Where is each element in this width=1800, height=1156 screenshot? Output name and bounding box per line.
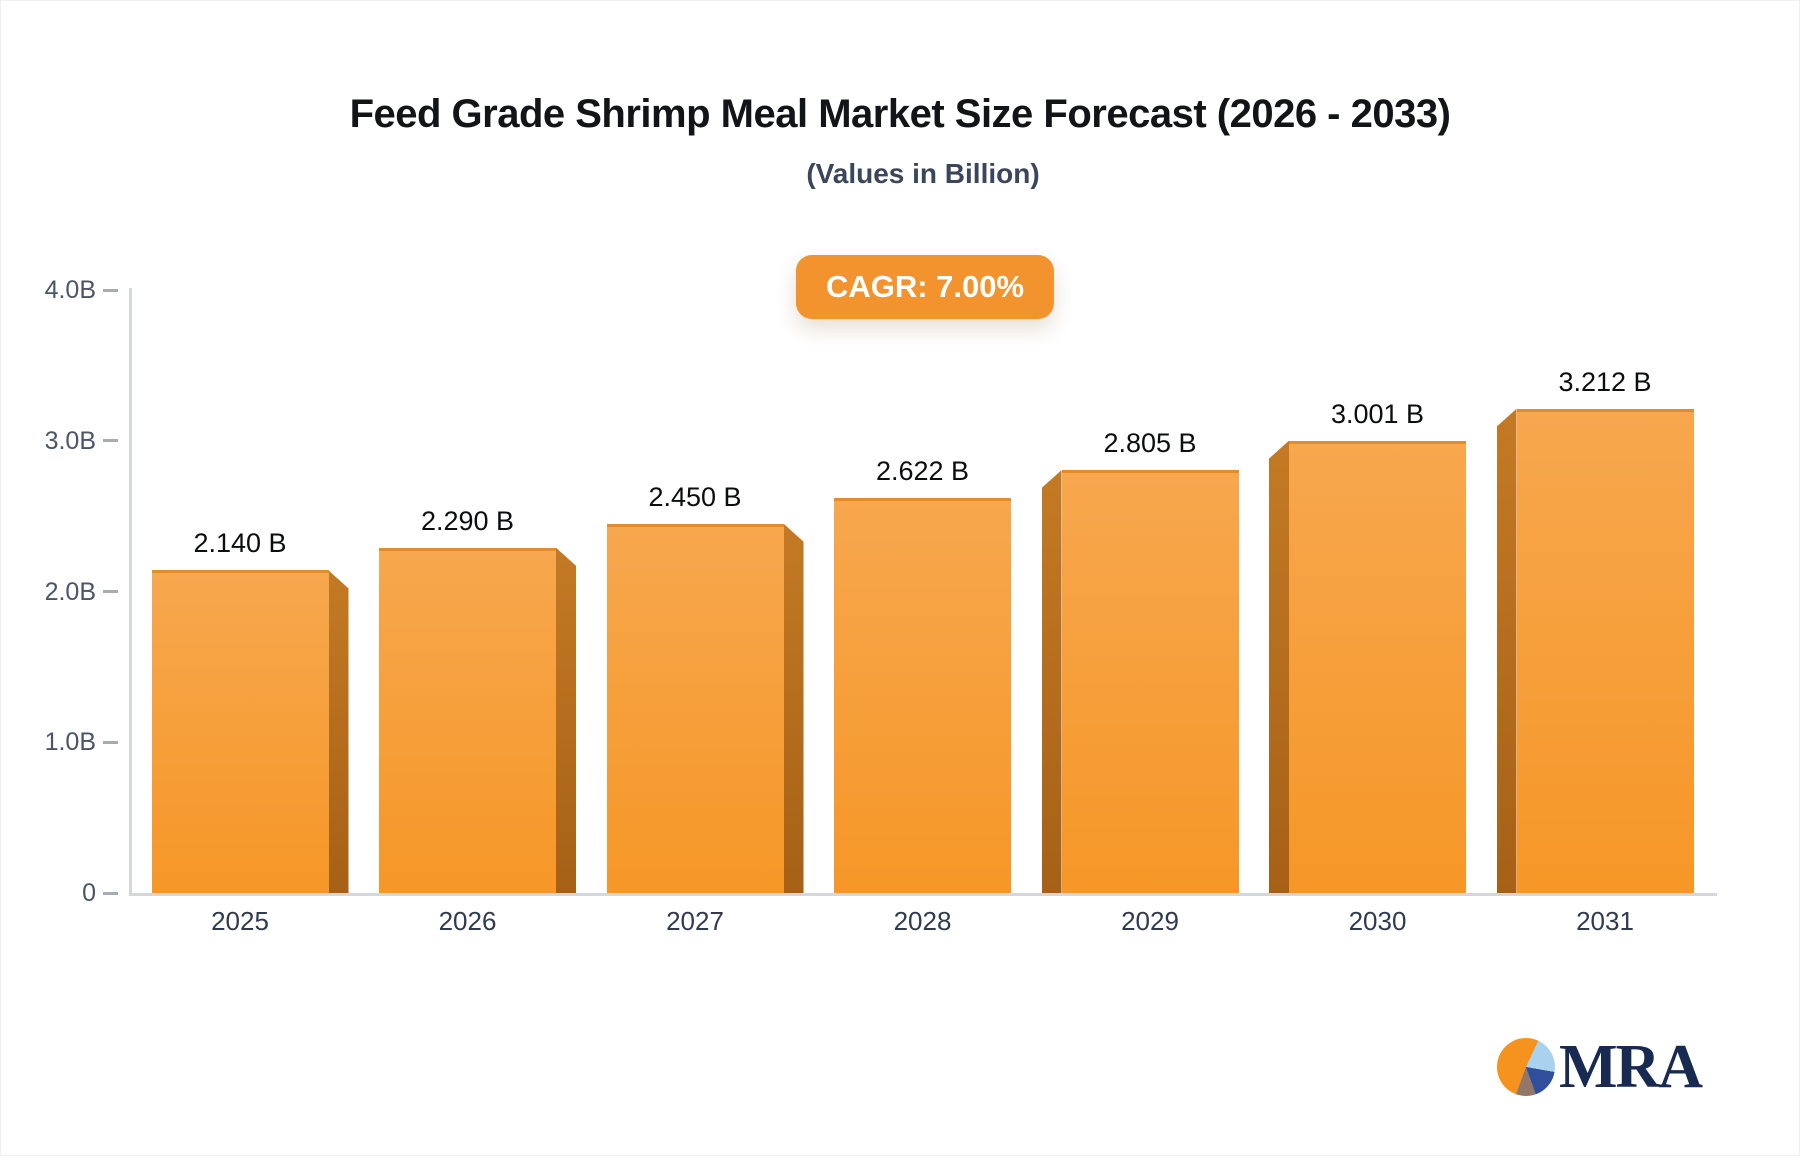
y-axis-tick-label: 2.0B (44, 577, 96, 606)
bar-2028 (834, 497, 1011, 893)
bar-2026 (379, 547, 556, 893)
x-axis-label-2027: 2027 (666, 906, 724, 936)
bar-value-label-2030: 3.001 B (1330, 398, 1425, 429)
brand-logo: MRA (1497, 1033, 1703, 1101)
x-axis-label-2028: 2028 (893, 906, 952, 936)
bar-2031 (1516, 408, 1694, 893)
y-axis-tick (103, 288, 118, 292)
x-axis-label-2031: 2031 (1576, 906, 1634, 936)
bar-side-3d-2030 (1269, 440, 1289, 893)
bar-side-3d-2025 (328, 570, 349, 893)
bar-side-3d-2027 (783, 523, 804, 893)
x-axis-label-2029: 2029 (1121, 906, 1179, 936)
y-axis-tick (103, 891, 118, 895)
bar-value-label-2028: 2.622 B (875, 455, 970, 486)
y-axis-tick (103, 439, 118, 443)
chart-subtitle: (Values in Billion) (806, 158, 1040, 189)
bar-value-label-2031: 3.212 B (1558, 366, 1652, 397)
bar-2025 (151, 570, 329, 893)
y-axis-tick (103, 740, 118, 744)
chart-title: Feed Grade Shrimp Meal Market Size Forec… (349, 92, 1451, 136)
y-axis-tick-label: 0 (82, 879, 96, 907)
bar-value-label-2027: 2.450 B (648, 481, 742, 512)
pie-chart-logo-icon (1497, 1038, 1555, 1096)
x-axis-label-2026: 2026 (438, 906, 497, 936)
brand-logo-text: MRA (1559, 1033, 1703, 1101)
bar-value-label-2025: 2.140 B (193, 528, 287, 559)
cagr-badge: CAGR: 7.00% (795, 255, 1055, 319)
bar-2027 (606, 523, 784, 893)
bar-side-3d-2026 (556, 547, 576, 893)
bar-2030 (1289, 440, 1466, 893)
bar-value-label-2029: 2.805 B (1103, 428, 1197, 459)
y-axis-tick-label: 1.0B (44, 728, 96, 757)
y-axis-tick (103, 590, 118, 593)
bar-side-3d-2029 (1041, 470, 1062, 893)
x-axis-label-2025: 2025 (211, 906, 269, 936)
x-axis-line (129, 893, 1717, 896)
bar-value-label-2026: 2.290 B (420, 505, 515, 536)
bar-side-3d-2031 (1496, 408, 1517, 893)
y-axis-tick-label: 3.0B (44, 426, 96, 455)
y-axis-tick-label: 4.0B (44, 276, 96, 304)
y-axis-line (129, 288, 132, 896)
x-axis-label-2030: 2030 (1348, 906, 1407, 936)
bar-2029 (1061, 470, 1239, 893)
